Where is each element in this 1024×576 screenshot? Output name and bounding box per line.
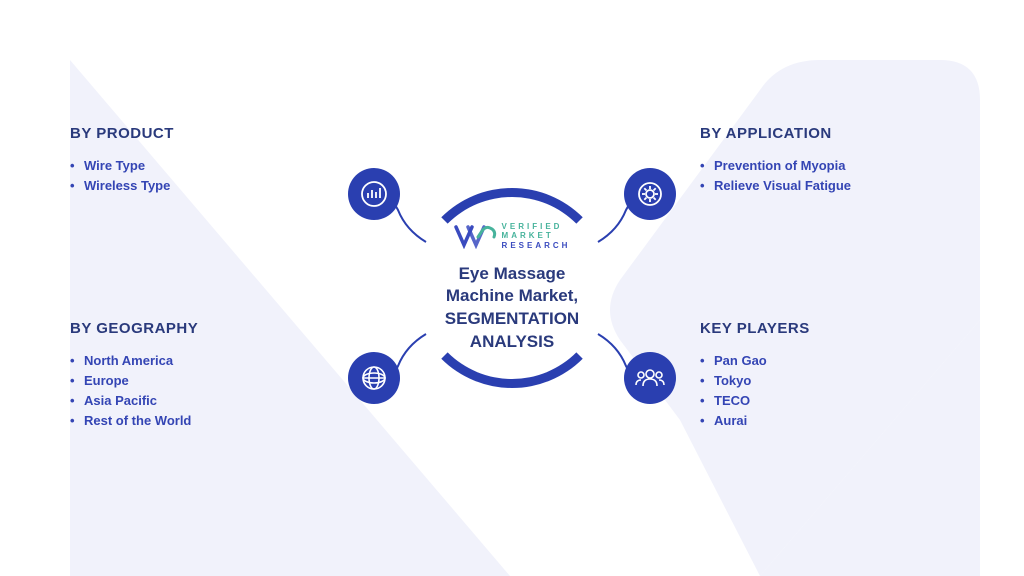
list-item: Tokyo [700,371,960,391]
globe-icon [348,352,400,404]
segment-list: North America Europe Asia Pacific Rest o… [70,351,330,432]
list-item: Relieve Visual Fatigue [700,176,960,196]
segment-product: BY PRODUCT Wire Type Wireless Type [70,125,330,196]
list-item: TECO [700,391,960,411]
list-item: Wireless Type [70,176,330,196]
infographic-container: VERIFIED MARKET RESEARCH Eye Massage Mac… [0,0,1024,576]
chart-icon [348,168,400,220]
segment-heading: BY PRODUCT [70,125,330,142]
list-item: Rest of the World [70,411,330,431]
segment-geography: BY GEOGRAPHY North America Europe Asia P… [70,320,330,432]
segment-heading: BY GEOGRAPHY [70,320,330,337]
list-item: Prevention of Myopia [700,156,960,176]
list-item: Aurai [700,411,960,431]
list-item: Wire Type [70,156,330,176]
list-item: Asia Pacific [70,391,330,411]
segment-list: Pan Gao Tokyo TECO Aurai [700,351,960,432]
logo-text: VERIFIED MARKET RESEARCH [502,222,571,251]
list-item: Europe [70,371,330,391]
center-title: Eye Massage Machine Market, SEGMENTATION… [445,263,579,355]
segment-key-players: KEY PLAYERS Pan Gao Tokyo TECO Aurai [700,320,960,432]
segment-list: Prevention of Myopia Relieve Visual Fati… [700,156,960,196]
people-icon [624,352,676,404]
segment-application: BY APPLICATION Prevention of Myopia Reli… [700,125,960,196]
segment-heading: KEY PLAYERS [700,320,960,337]
logo: VERIFIED MARKET RESEARCH [454,222,571,251]
gear-icon [624,168,676,220]
list-item: Pan Gao [700,351,960,371]
logo-mark [454,223,498,249]
list-item: North America [70,351,330,371]
segment-heading: BY APPLICATION [700,125,960,142]
segment-list: Wire Type Wireless Type [70,156,330,196]
